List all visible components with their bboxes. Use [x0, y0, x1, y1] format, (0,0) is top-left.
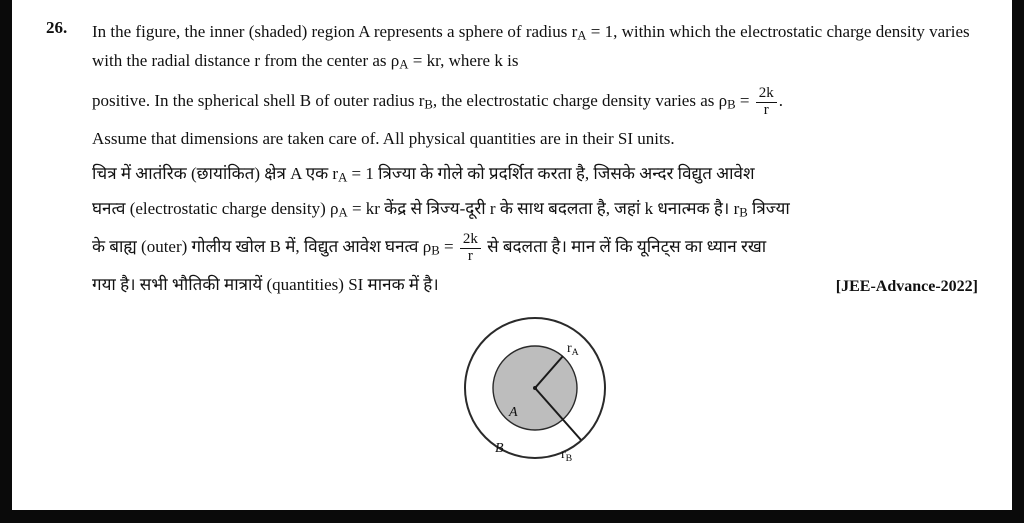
frac-num: 2k [756, 86, 777, 103]
text: = [440, 237, 458, 256]
sub: B [727, 98, 736, 112]
en-para-3: Assume that dimensions are taken care of… [92, 125, 978, 154]
text: गया है। सभी भौतिकी मात्रायें (quantities… [92, 275, 439, 294]
frac-den: r [756, 103, 777, 119]
hi-para-3: के बाह्य (outer) गोलीय खोल B में, विद्यु… [92, 232, 978, 265]
hi-para-2: घनत्व (electrostatic charge density) ρA … [92, 195, 978, 224]
text: से बदलता है। मान लें कि यूनिट्स का ध्यान… [483, 237, 766, 256]
sub: A [338, 170, 347, 184]
fraction: 2kr [460, 232, 481, 265]
text: = kr केंद्र से त्रिज्य-दूरी r के साथ बदल… [348, 199, 740, 218]
hi-para-4: गया है। सभी भौतिकी मात्रायें (quantities… [92, 271, 978, 300]
sub: A [577, 29, 586, 43]
text: = 1, within which the [587, 22, 736, 41]
text: चित्र में आतंरिक (छायांकित) क्षेत्र A एक… [92, 164, 338, 183]
figure-wrap: ABrArB [92, 308, 978, 473]
en-para-1: In the figure, the inner (shaded) region… [92, 18, 978, 76]
sub: A [399, 58, 408, 72]
source-tag: [JEE-Advance-2022] [836, 273, 978, 300]
text: के बाह्य (outer) गोलीय खोल B में, विद्यु… [92, 237, 431, 256]
text: Assume that dimensions are taken care of… [92, 129, 675, 148]
text: . [779, 92, 783, 111]
hi-para-1: चित्र में आतंरिक (छायांकित) क्षेत्र A एक… [92, 160, 978, 189]
figure-svg: ABrArB [445, 308, 625, 473]
text: positive. In the spherical shell B of ou… [92, 92, 424, 111]
sub: B [739, 206, 748, 220]
text: , the electrostatic charge density varie… [433, 92, 727, 111]
sub: A [338, 206, 347, 220]
sub: B [431, 244, 440, 258]
svg-text:B: B [495, 441, 504, 456]
fraction: 2kr [756, 86, 777, 119]
text: = 1 त्रिज्या के गोले को प्रदर्शित करता ह… [347, 164, 754, 183]
text: घनत्व (electrostatic charge density) ρ [92, 199, 338, 218]
en-para-2: positive. In the spherical shell B of ou… [92, 86, 978, 119]
frac-den: r [460, 249, 481, 265]
text: In the figure, the inner (shaded) region… [92, 22, 577, 41]
question-body: In the figure, the inner (shaded) region… [92, 18, 978, 473]
sub: B [424, 98, 433, 112]
text: त्रिज्या [748, 199, 790, 218]
question-number: 26. [46, 18, 74, 473]
frac-num: 2k [460, 232, 481, 249]
svg-text:A: A [508, 405, 518, 420]
question-row: 26. In the figure, the inner (shaded) re… [46, 18, 978, 473]
text: = kr, where k is [409, 51, 519, 70]
page: 26. In the figure, the inner (shaded) re… [12, 0, 1012, 510]
text: = [736, 92, 754, 111]
